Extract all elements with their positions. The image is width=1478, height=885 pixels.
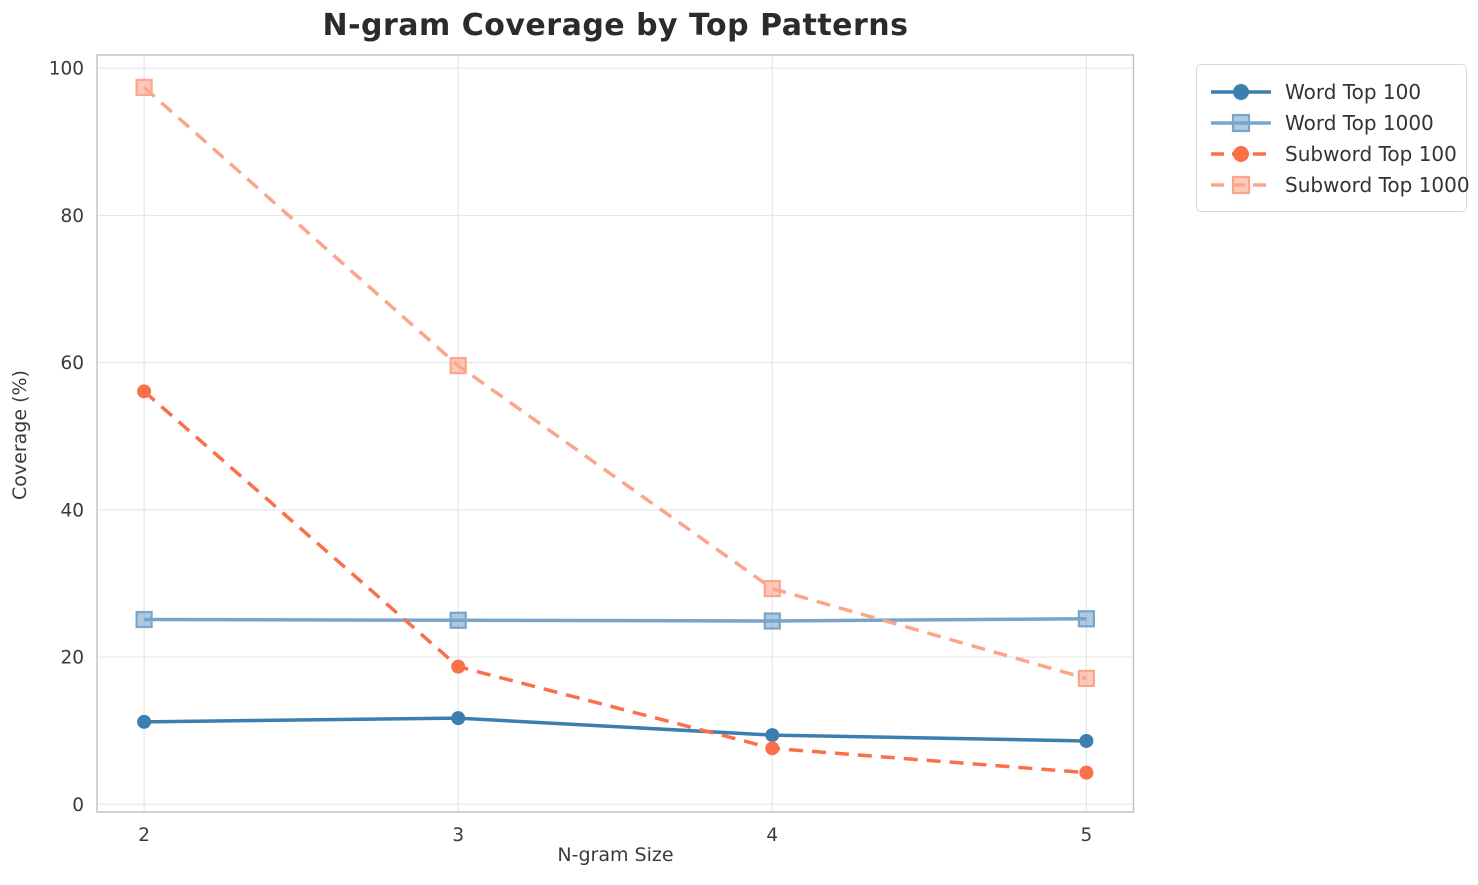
x-tick-label: 5: [1080, 825, 1092, 846]
y-tick-label: 20: [60, 648, 84, 669]
x-tick-label: 4: [766, 825, 778, 846]
marker-word-top-1000: [1077, 610, 1095, 628]
series-line-word-top-100: [144, 716, 1087, 743]
legend: Word Top 100 Word Top 1000 Subword Top 100…: [1196, 64, 1470, 212]
legend-label: Word Top 100: [1285, 79, 1422, 104]
marker-subword-top-100: [1079, 765, 1094, 780]
marker-word-top-1000: [449, 611, 467, 629]
series-line-word-top-1000: [144, 617, 1087, 623]
marker-word-top-1000: [135, 610, 153, 629]
marker-word-top-100: [451, 711, 466, 726]
marker-word-top-1000: [763, 612, 781, 630]
legend-label: Subword Top 1000: [1285, 172, 1470, 197]
legend-item-subword-top-1000: Subword Top 1000: [1209, 169, 1470, 200]
marker-subword-top-1000: [449, 357, 467, 375]
marker-word-top-100: [1079, 733, 1094, 748]
y-tick-label: 40: [60, 500, 84, 521]
x-axis-label: N-gram Size: [557, 844, 674, 866]
legend-item-word-top-100: Word Top 100: [1209, 76, 1452, 107]
series-line-subword-top-100: [142, 390, 1087, 775]
y-axis-label: Coverage (%): [9, 370, 31, 500]
legend-label: Word Top 1000: [1285, 110, 1434, 135]
y-tick-label: 0: [72, 795, 84, 816]
legend-solid-line-circle-icon: [1211, 83, 1271, 100]
marker-subword-top-1000: [1077, 669, 1095, 688]
legend-solid-line-square-icon: [1211, 113, 1271, 132]
plot-border: [96, 54, 1135, 813]
marker-word-top-100: [137, 714, 152, 729]
marker-subword-top-100: [451, 659, 466, 674]
x-tick-label: 2: [138, 825, 150, 846]
chart-title: N-gram Coverage by Top Patterns: [322, 8, 909, 43]
marker-subword-top-100: [765, 741, 780, 756]
marker-word-top-100: [765, 728, 780, 743]
legend-dashed-line-square-icon: [1211, 175, 1271, 194]
marker-subword-top-1000: [763, 580, 781, 598]
x-tick-label: 3: [452, 825, 464, 846]
y-tick-label: 80: [60, 206, 84, 227]
legend-item-subword-top-100: Subword Top 100: [1209, 138, 1457, 169]
legend-dashed-line-circle-icon: [1211, 145, 1271, 162]
marker-subword-top-100: [137, 384, 152, 399]
y-tick-label: 100: [49, 59, 84, 80]
legend-label: Subword Top 100: [1285, 141, 1457, 166]
marker-subword-top-1000: [135, 78, 153, 96]
series-line-subword-top-1000: [142, 86, 1087, 681]
legend-item-word-top-1000: Word Top 1000: [1209, 107, 1452, 138]
y-tick-label: 60: [60, 353, 84, 374]
